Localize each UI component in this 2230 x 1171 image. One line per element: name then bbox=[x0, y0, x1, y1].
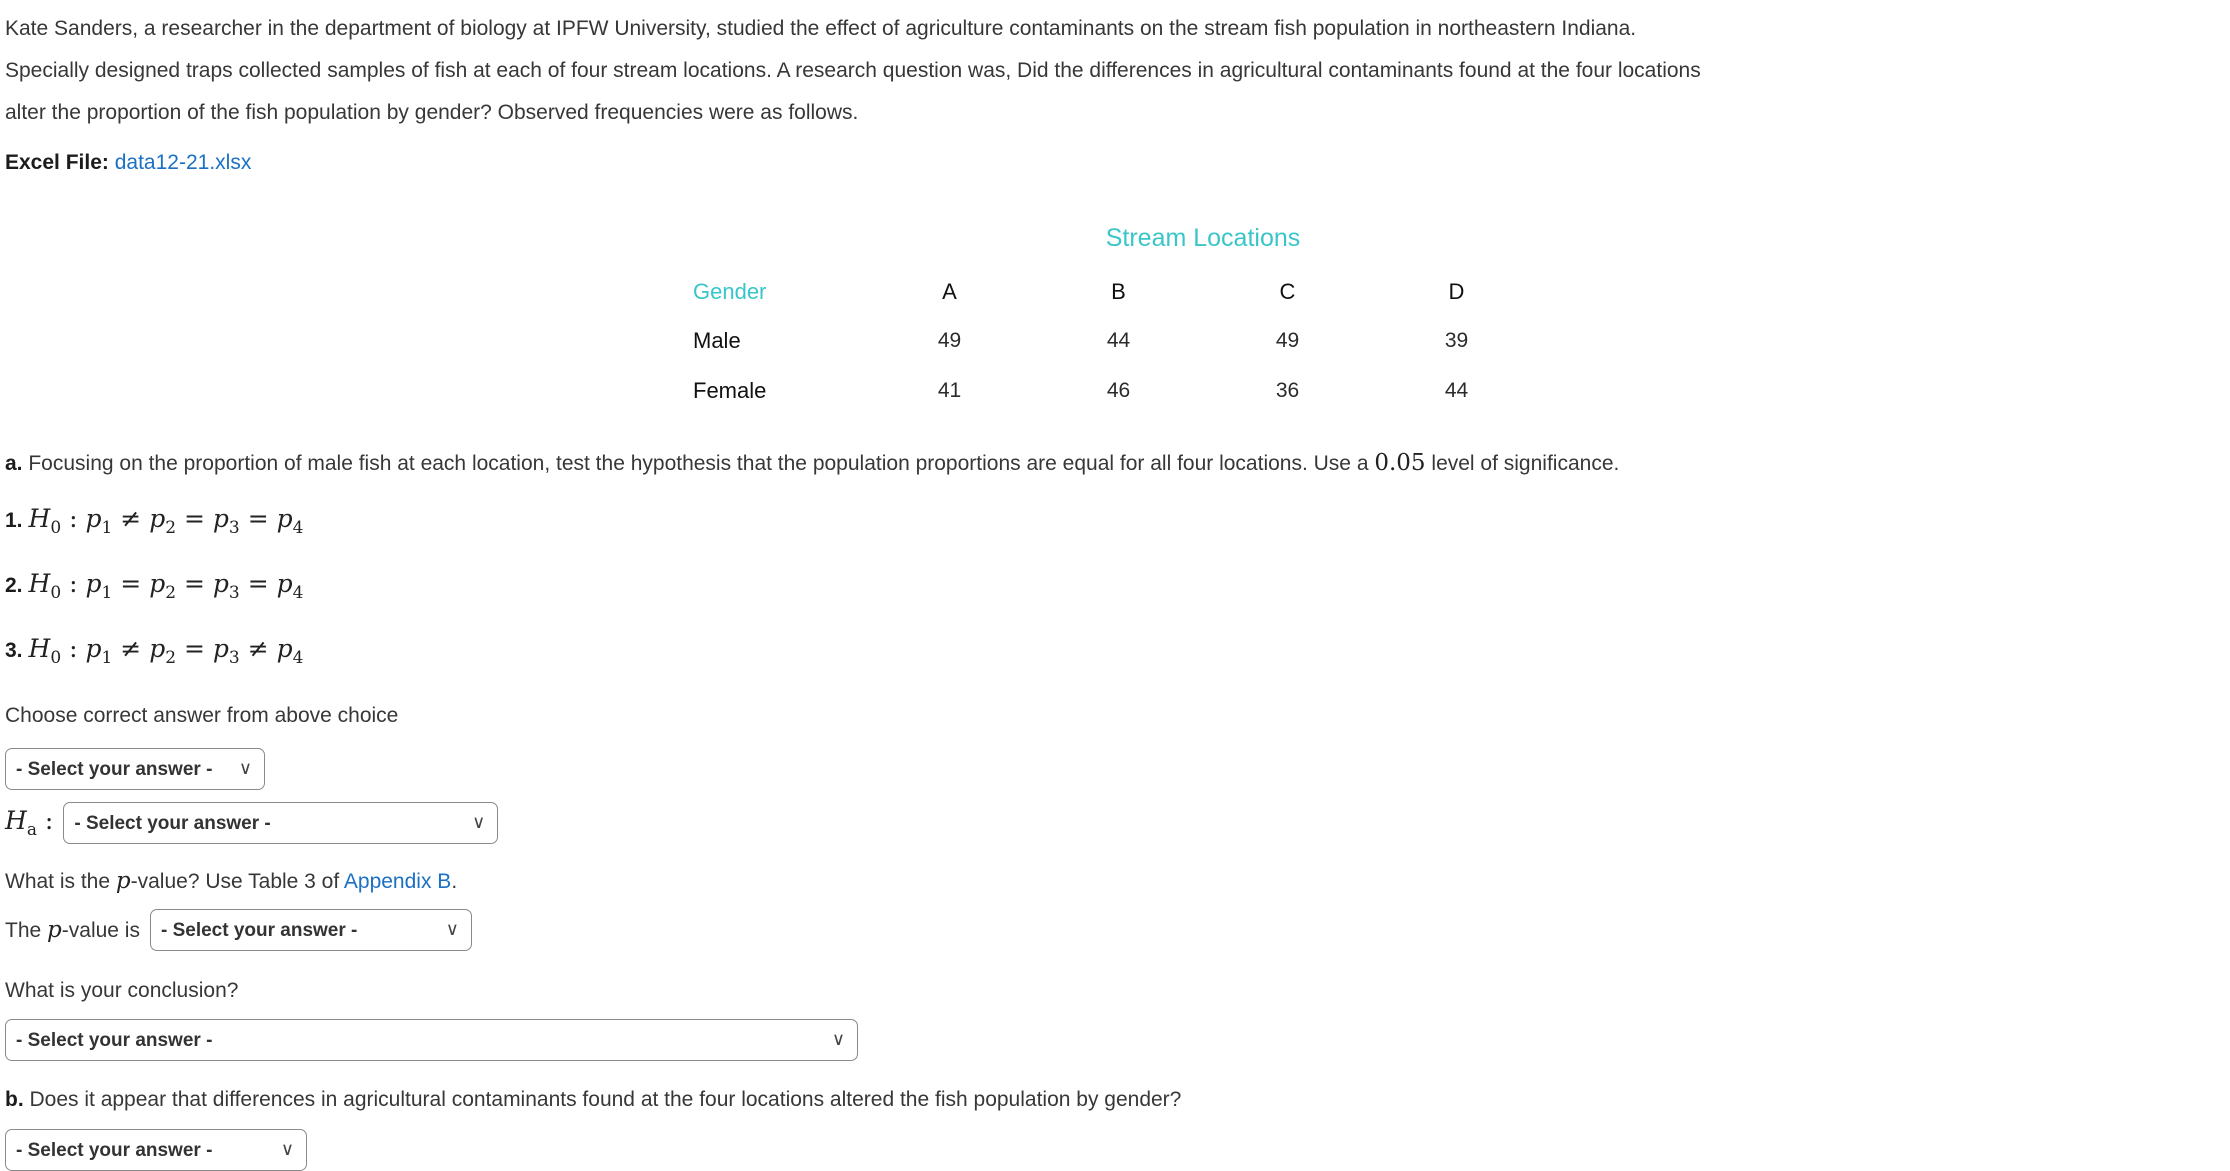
hypothesis-formula: H0 : p1 ≠ p2 = p3 ≠ p4 bbox=[28, 634, 304, 668]
part-b-question: b. Does it appear that differences in ag… bbox=[5, 1085, 2230, 1115]
conclusion-select-wrapper: - Select your answer - ∨ bbox=[5, 1019, 858, 1061]
hypothesis-option-3: 3. H0 : p1 ≠ p2 = p3 ≠ p4 bbox=[5, 633, 2230, 674]
ha-select-row: Ha : - Select your answer - ∨ bbox=[5, 802, 2230, 844]
conclusion-select[interactable]: - Select your answer - bbox=[5, 1019, 858, 1061]
part-b-text: Does it appear that differences in agric… bbox=[23, 1088, 1182, 1111]
cell-male-d: 39 bbox=[1444, 329, 1469, 352]
cell-male-c: 49 bbox=[1275, 329, 1300, 352]
intro-paragraph: Kate Sanders, a researcher in the depart… bbox=[5, 8, 2230, 134]
gender-effect-select[interactable]: - Select your answer - bbox=[5, 1129, 307, 1171]
hypothesis-option-number: 3. bbox=[5, 639, 23, 662]
intro-line: Kate Sanders, a researcher in the depart… bbox=[5, 17, 1637, 40]
pvalue-question-pre: What is the bbox=[5, 870, 116, 893]
hypothesis-option-2: 2. H0 : p1 = p2 = p3 = p4 bbox=[5, 568, 2230, 609]
pvalue-select-wrapper: - Select your answer - ∨ bbox=[149, 909, 472, 951]
ha-select[interactable]: - Select your answer - bbox=[63, 802, 499, 844]
part-b-select-row: - Select your answer - ∨ bbox=[5, 1129, 2230, 1171]
part-a-text-suffix: level of significance. bbox=[1425, 452, 1620, 475]
intro-line: Specially designed traps collected sampl… bbox=[5, 59, 1701, 82]
row-label-male: Male bbox=[693, 328, 741, 353]
cell-female-b: 46 bbox=[1106, 379, 1131, 402]
row-label-female: Female bbox=[693, 378, 767, 403]
pvalue-line-pre: The bbox=[5, 919, 48, 942]
pvalue-select-row: The p-value is - Select your answer - ∨ bbox=[5, 909, 2230, 951]
excel-file-label: Excel File: bbox=[5, 151, 109, 174]
pvalue-question-mid: -value? Use Table 3 of bbox=[130, 870, 344, 893]
part-b-label: b. bbox=[5, 1088, 24, 1111]
conclusion-select-row: - Select your answer - ∨ bbox=[5, 1019, 2230, 1061]
h0-select-wrapper: - Select your answer - ∨ bbox=[5, 748, 265, 790]
part-b-select-wrapper: - Select your answer - ∨ bbox=[5, 1129, 307, 1171]
pvalue-question: What is the p-value? Use Table 3 of Appe… bbox=[5, 866, 2230, 897]
appendix-b-link[interactable]: Appendix B bbox=[343, 870, 452, 893]
hypothesis-select[interactable]: - Select your answer - bbox=[5, 748, 265, 790]
hypothesis-option-1: 1. H0 : p1 ≠ p2 = p3 = p4 bbox=[5, 503, 2230, 544]
part-a-label: a. bbox=[5, 452, 23, 475]
table-row-female: Female 41 46 36 44 bbox=[693, 366, 1541, 416]
cell-female-d: 44 bbox=[1444, 379, 1469, 402]
gender-column-header: Gender bbox=[693, 279, 767, 304]
pvalue-line-mid: -value is bbox=[61, 919, 140, 942]
column-header-a: A bbox=[942, 279, 957, 304]
p-variable: p bbox=[47, 917, 62, 943]
p-variable: p bbox=[115, 868, 131, 894]
cell-female-a: 41 bbox=[937, 379, 962, 402]
ha-select-wrapper: - Select your answer - ∨ bbox=[63, 802, 499, 844]
cell-male-b: 44 bbox=[1106, 329, 1131, 352]
part-a-question: a. Focusing on the proportion of male fi… bbox=[5, 448, 2230, 479]
excel-file-row: Excel File: data12-21.xlsx bbox=[5, 150, 2230, 176]
table-title: Stream Locations bbox=[1105, 224, 1301, 252]
column-header-b: B bbox=[1111, 279, 1126, 304]
choose-answer-prompt: Choose correct answer from above choice bbox=[5, 704, 399, 727]
table-corner-cell bbox=[693, 224, 865, 268]
column-header-d: D bbox=[1448, 279, 1465, 304]
hypothesis-option-number: 1. bbox=[5, 509, 23, 532]
table-row-male: Male 49 44 49 39 bbox=[693, 316, 1541, 366]
hypothesis-formula: H0 : p1 = p2 = p3 = p4 bbox=[28, 569, 304, 603]
ha-label: Ha : bbox=[5, 806, 54, 840]
significance-level: 0.05 bbox=[1374, 450, 1426, 476]
hypothesis-option-number: 2. bbox=[5, 574, 23, 597]
cell-male-a: 49 bbox=[937, 329, 962, 352]
intro-line: alter the proportion of the fish populat… bbox=[5, 101, 859, 124]
pvalue-question-suffix: . bbox=[451, 870, 458, 893]
column-header-c: C bbox=[1279, 279, 1296, 304]
hypothesis-formula: H0 : p1 ≠ p2 = p3 = p4 bbox=[28, 504, 304, 538]
part-a-text: Focusing on the proportion of male fish … bbox=[22, 452, 1375, 475]
conclusion-question: What is your conclusion? bbox=[5, 979, 239, 1002]
pvalue-line-label: The p-value is bbox=[5, 917, 140, 943]
pvalue-select[interactable]: - Select your answer - bbox=[149, 909, 472, 951]
h0-select-row: - Select your answer - ∨ bbox=[5, 748, 2230, 790]
frequency-table: Stream Locations Gender A B C D Male 49 … bbox=[693, 224, 1541, 416]
cell-female-c: 36 bbox=[1275, 379, 1300, 402]
excel-file-link[interactable]: data12-21.xlsx bbox=[114, 151, 252, 174]
